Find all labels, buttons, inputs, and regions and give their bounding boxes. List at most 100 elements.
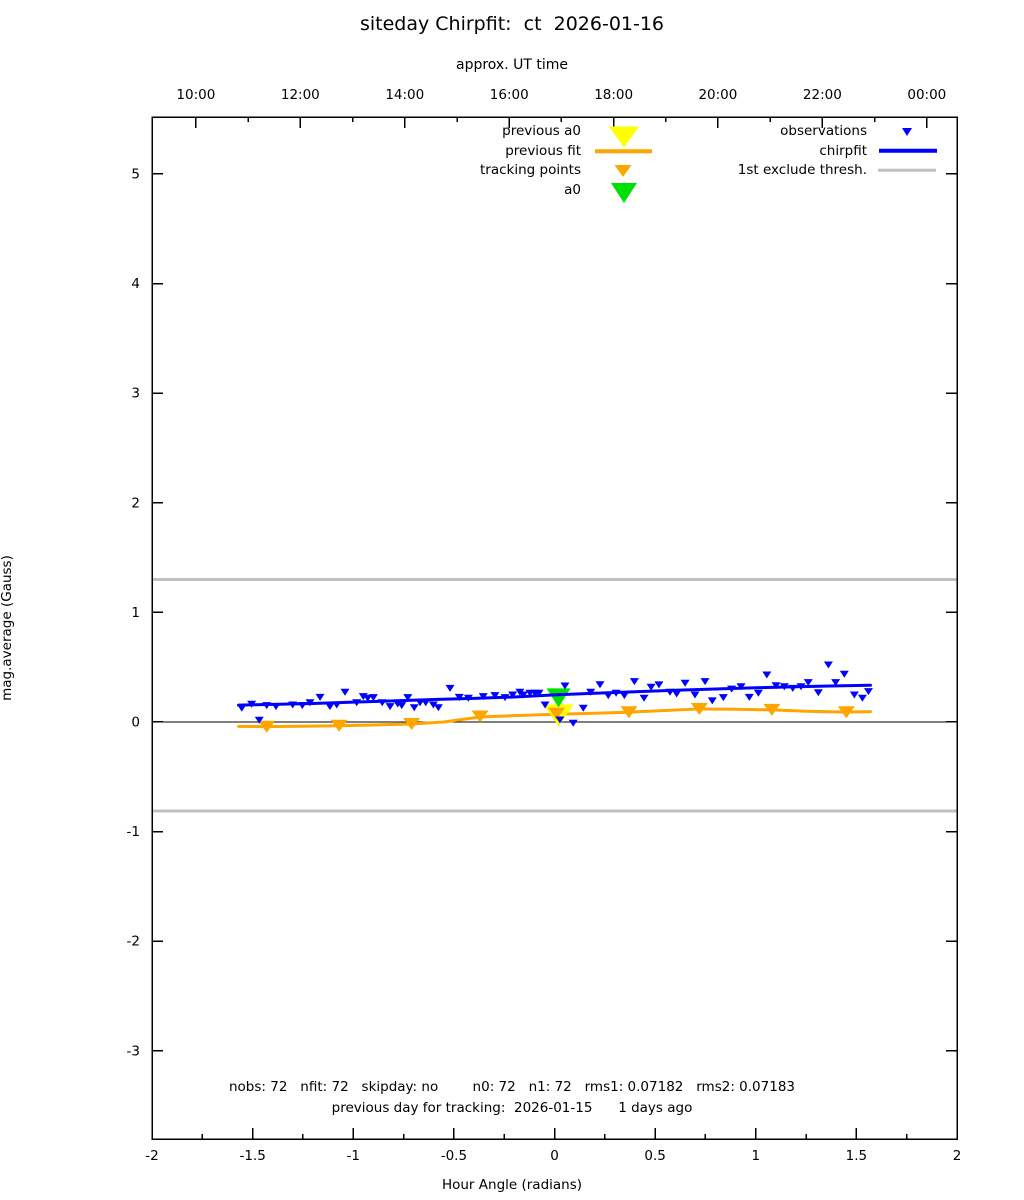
legend-label-previous-fit: previous fit (505, 143, 581, 159)
y-tick-label: 4 (131, 276, 140, 292)
observation-point (831, 679, 841, 687)
observation-point (639, 694, 649, 702)
observation-point (690, 691, 700, 699)
observation-point (672, 690, 682, 698)
ut-tick-label: 12:00 (281, 87, 320, 103)
observation-point (377, 699, 387, 707)
top-axis-title: approx. UT time (456, 57, 568, 73)
y-tick-label: 2 (131, 495, 140, 511)
observation-point (237, 704, 247, 712)
legend-a0-marker (611, 183, 637, 203)
y-tick-label: 0 (131, 714, 140, 730)
observation-point (796, 683, 806, 691)
observation-point (629, 678, 639, 686)
ut-tick-label: 14:00 (385, 87, 424, 103)
legend-label-exclude-thresh: 1st exclude thresh. (737, 162, 867, 178)
y-tick-label: -1 (127, 824, 140, 840)
observation-point (478, 693, 488, 701)
observation-point (762, 671, 772, 679)
observation-point (619, 692, 629, 700)
observation-point (654, 681, 664, 689)
y-tick-label: 3 (131, 386, 140, 402)
observation-point (568, 719, 578, 727)
x-tick-label: 1.5 (846, 1148, 867, 1164)
observation-point (403, 694, 413, 702)
tracking-point (330, 719, 348, 732)
observation-point (707, 697, 717, 705)
observation-point (445, 684, 455, 692)
observation-point (700, 678, 710, 686)
legend-label-a0: a0 (564, 182, 581, 198)
observation-point (753, 689, 763, 697)
x-tick-label: 2 (953, 1148, 962, 1164)
observation-point (603, 692, 613, 700)
observation-point (500, 694, 510, 702)
observation-point (849, 691, 859, 699)
observation-point (305, 699, 315, 707)
x-tick-label: 1 (751, 1148, 760, 1164)
observation-point (325, 703, 335, 711)
observation-point (779, 683, 789, 691)
observation-point (454, 693, 464, 701)
observation-point (254, 716, 264, 724)
observation-point (771, 682, 781, 690)
observation-point (823, 661, 833, 669)
observation-point (680, 679, 690, 687)
observation-point (665, 688, 675, 696)
observation-point (433, 704, 443, 712)
ut-tick-label: 20:00 (698, 87, 737, 103)
ut-tick-label: 16:00 (490, 87, 529, 103)
observation-point (736, 683, 746, 691)
tracking-point (620, 706, 638, 719)
ut-tick-label: 18:00 (594, 87, 633, 103)
observation-point (262, 702, 272, 710)
legend-label-chirpfit: chirpfit (819, 143, 867, 159)
observation-point (595, 681, 605, 689)
legend-previous-a0-marker (609, 126, 639, 148)
observation-point (297, 702, 307, 710)
observation-point (560, 682, 570, 690)
legend-label-previous-a0: previous a0 (502, 123, 581, 139)
observation-point (415, 699, 425, 707)
x-tick-label: 0.5 (644, 1148, 665, 1164)
observation-point (352, 699, 362, 707)
observation-point (813, 689, 823, 697)
tracking-point (258, 720, 276, 733)
observation-point (540, 701, 550, 709)
x-tick-label: -1.5 (239, 1148, 265, 1164)
plot-border (151, 116, 958, 1140)
tracking-point (548, 707, 566, 720)
tracking-point (403, 717, 421, 730)
tracking-point (763, 703, 781, 716)
y-tick-label: -3 (127, 1043, 140, 1059)
observation-point (288, 701, 298, 709)
legend-label-tracking-points: tracking points (480, 162, 581, 178)
observation-point (646, 683, 656, 691)
ut-tick-label: 10:00 (176, 87, 215, 103)
observation-point (428, 701, 438, 709)
tracking-point (837, 706, 855, 719)
observation-point (863, 688, 873, 696)
observation-point (518, 691, 528, 699)
tracking-point (471, 710, 489, 723)
legend-observations-marker (902, 128, 912, 136)
x-tick-label: -1 (347, 1148, 360, 1164)
observation-point (508, 691, 518, 699)
observation-point (555, 716, 565, 724)
observation-point (271, 703, 281, 711)
observation-point (363, 694, 373, 702)
legend-tracking-point-marker (614, 165, 632, 177)
ut-tick-label: 00:00 (907, 87, 946, 103)
observation-point (727, 685, 737, 693)
observation-point (247, 700, 257, 708)
x-tick-label: 0 (550, 1148, 559, 1164)
observation-point (857, 694, 867, 702)
observation-point (385, 703, 395, 711)
observation-point (578, 704, 588, 712)
observation-point (839, 670, 849, 678)
observation-point (332, 701, 342, 709)
observation-point (744, 693, 754, 701)
observation-point (368, 694, 378, 702)
